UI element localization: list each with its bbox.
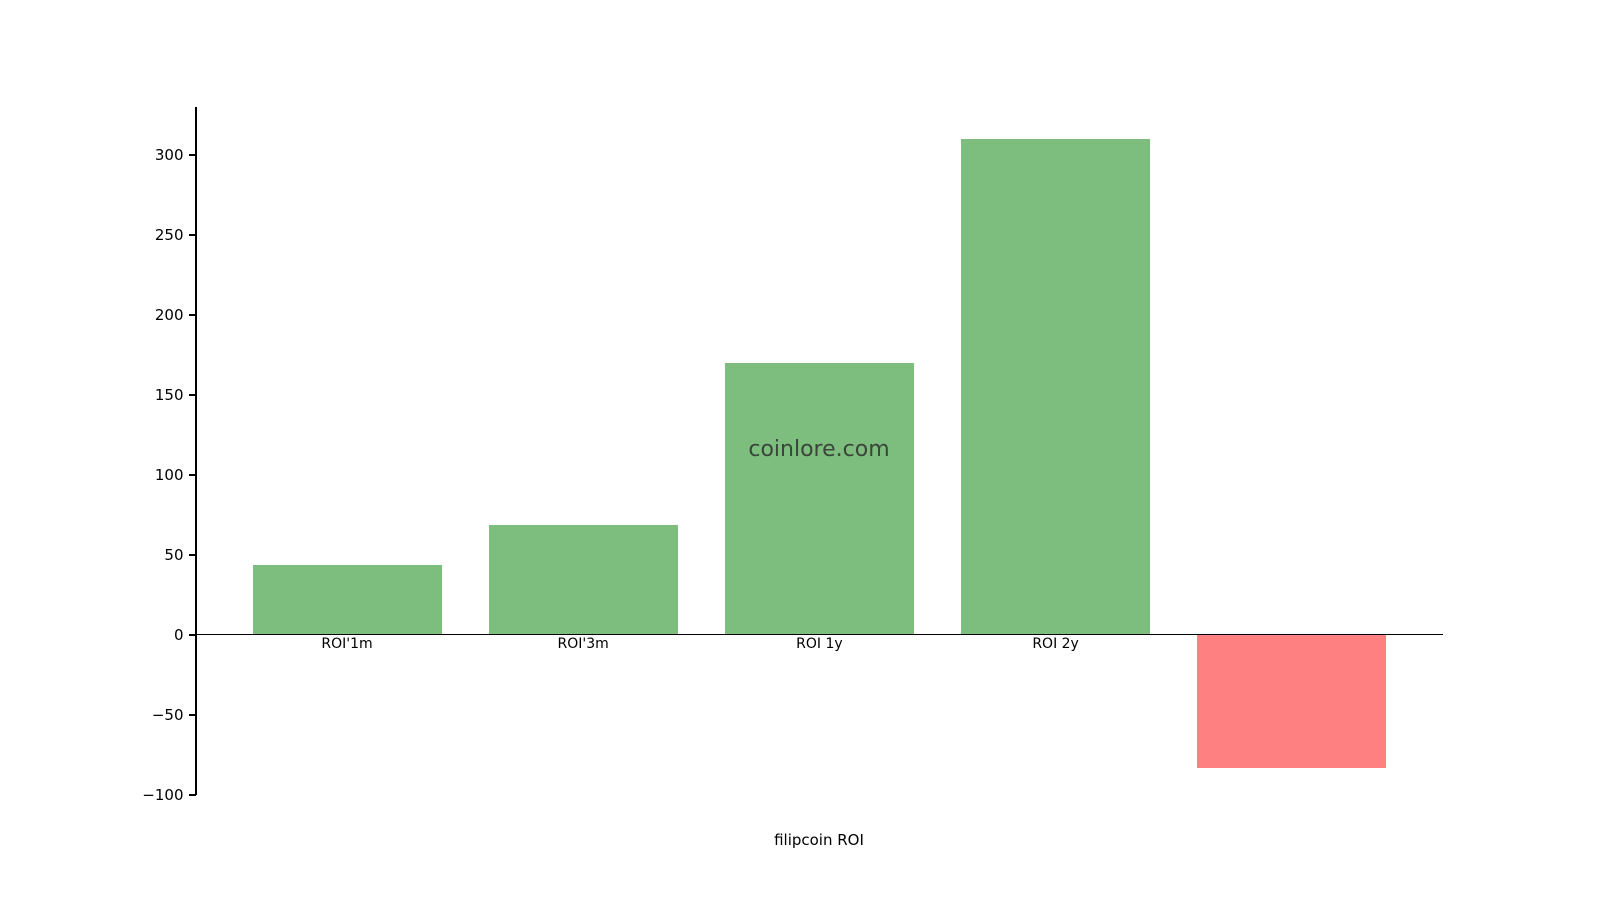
x-tick-label: ROI 1y [796, 636, 843, 652]
x-tick-label: ROI'3m [557, 636, 609, 652]
y-tick-label: 50 [164, 545, 184, 564]
y-tick-label: 150 [154, 385, 184, 404]
y-tick-mark [188, 474, 196, 476]
bar-unlabeled [1197, 635, 1387, 768]
y-tick-label: 300 [154, 145, 184, 164]
x-tick-label: ROI 2y [1032, 636, 1079, 652]
chart-title: filipcoin ROI [774, 831, 864, 849]
y-tick-label: 0 [173, 625, 184, 644]
y-tick-mark [188, 394, 196, 396]
bar-roi-1y [724, 363, 914, 635]
y-tick-label: 250 [154, 225, 184, 244]
chart-watermark: coinlore.com [748, 437, 890, 462]
bar-roi-1m [252, 564, 442, 635]
bar-roi-3m [488, 524, 678, 635]
y-tick-mark [188, 554, 196, 556]
x-axis-zero-line [196, 634, 1443, 636]
y-tick-label: 200 [154, 305, 184, 324]
y-tick-mark [188, 154, 196, 156]
x-tick-label: ROI'1m [321, 636, 373, 652]
y-tick-mark [188, 234, 196, 236]
y-tick-label: −100 [142, 785, 184, 804]
y-tick-mark [188, 714, 196, 716]
y-axis-spine [195, 107, 197, 795]
y-tick-mark [188, 314, 196, 316]
y-tick-mark [188, 794, 196, 796]
y-tick-mark [188, 634, 196, 636]
bar-roi-2y [961, 139, 1151, 635]
y-tick-label: −50 [151, 705, 184, 724]
y-tick-label: 100 [154, 465, 184, 484]
